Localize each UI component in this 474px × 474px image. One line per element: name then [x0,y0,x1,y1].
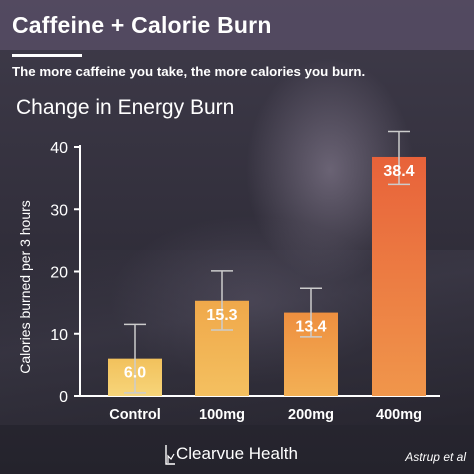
brand-name: Clearvue Health [176,444,298,463]
title-underline [12,54,82,57]
x-tick-label: 200mg [288,407,334,423]
title-banner [0,0,474,50]
page-title: Caffeine + Calorie Burn [12,12,272,38]
brand-logo-icon [165,445,175,465]
y-tick-label: 0 [59,389,68,406]
page-subtitle: The more caffeine you take, the more cal… [12,64,366,79]
chart-title: Change in Energy Burn [16,96,235,119]
bar-value-label: 38.4 [383,163,414,180]
bar-value-label: 13.4 [295,319,326,336]
y-tick-label: 30 [50,202,68,219]
bar-value-label: 6.0 [124,365,146,382]
source-citation: Astrup et al [405,450,466,464]
y-tick-label: 10 [50,327,68,344]
y-axis-label: Calories burned per 3 hours [17,200,33,374]
y-tick-label: 20 [50,265,68,282]
y-tick-label: 40 [50,140,68,157]
x-tick-label: Control [109,407,161,423]
bar [372,156,426,396]
x-tick-label: 100mg [199,407,245,423]
bar-value-label: 15.3 [206,307,237,324]
x-tick-label: 400mg [376,407,422,423]
